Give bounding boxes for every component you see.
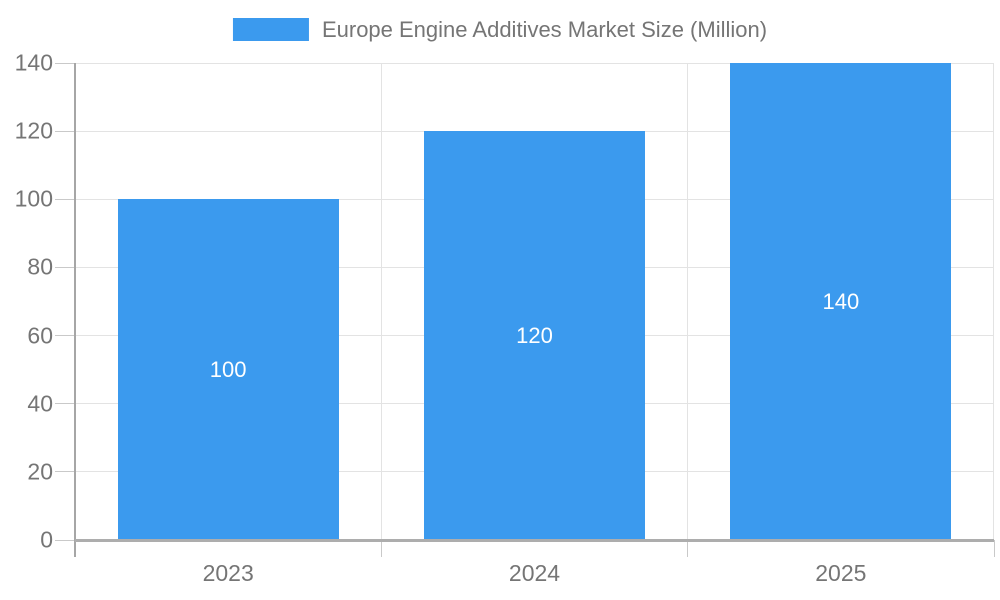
y-axis-tick-label: 140	[14, 49, 53, 76]
x-axis-tick	[993, 540, 995, 557]
y-axis-tick-label: 120	[14, 117, 53, 144]
y-axis-tick-label: 40	[27, 390, 53, 417]
x-axis-tick-label: 2023	[202, 560, 254, 586]
x-axis-line	[75, 539, 994, 542]
x-axis-tick-label: 2024	[508, 560, 561, 586]
y-axis-tick-label: 100	[14, 185, 53, 212]
x-axis-tick	[380, 540, 382, 557]
y-axis-tick-label: 0	[40, 526, 53, 553]
x-axis-tick-label: 2025	[815, 560, 867, 586]
y-axis-tick-label: 20	[27, 458, 53, 485]
y-axis-tick	[55, 198, 75, 200]
legend-label: Europe Engine Additives Market Size (Mil…	[321, 16, 768, 42]
bar-2025[interactable]	[730, 63, 952, 540]
y-axis-tick	[55, 471, 75, 473]
y-axis-tick-label: 60	[27, 322, 53, 349]
bar-value-label: 100	[209, 356, 247, 382]
y-gridline	[75, 62, 994, 64]
plot-right-border	[993, 63, 994, 540]
y-axis-tick	[55, 539, 75, 541]
legend-item[interactable]: Europe Engine Additives Market Size (Mil…	[232, 16, 768, 42]
y-axis-tick-label: 80	[27, 253, 53, 280]
y-axis-tick	[55, 62, 75, 64]
y-axis-tick	[55, 403, 75, 405]
bar-2024[interactable]	[424, 131, 645, 540]
y-axis-tick	[55, 130, 75, 132]
x-gridline	[380, 63, 382, 540]
x-gridline	[687, 63, 689, 540]
x-axis-tick	[687, 540, 689, 557]
bar-2023[interactable]	[117, 199, 339, 540]
y-axis-line	[74, 63, 76, 557]
legend-swatch-icon	[232, 18, 309, 41]
bar-value-label: 120	[516, 322, 553, 348]
y-axis-tick	[55, 266, 75, 268]
y-axis-tick	[55, 335, 75, 337]
bar-value-label: 140	[822, 288, 860, 314]
